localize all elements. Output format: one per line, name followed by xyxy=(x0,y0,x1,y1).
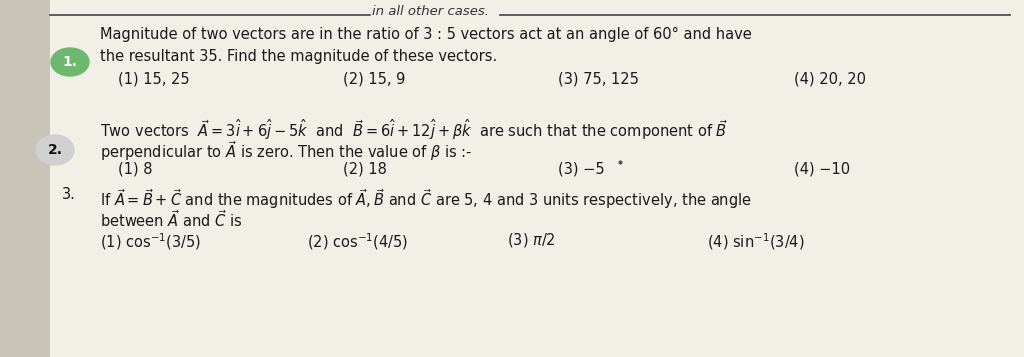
Text: Two vectors  $\vec{A}=3\hat{i}+6\hat{j}-5\hat{k}$  and  $\vec{B}=6\hat{i}+12\hat: Two vectors $\vec{A}=3\hat{i}+6\hat{j}-5… xyxy=(100,117,728,142)
Text: (4) −10: (4) −10 xyxy=(794,161,850,176)
Text: in all other cases.: in all other cases. xyxy=(372,5,488,18)
Text: (1) cos$^{-1}$(3/5): (1) cos$^{-1}$(3/5) xyxy=(100,231,202,252)
Text: (2) cos$^{-1}$(4/5): (2) cos$^{-1}$(4/5) xyxy=(307,231,409,252)
Text: Magnitude of two vectors are in the ratio of 3 : 5 vectors act at an angle of 60: Magnitude of two vectors are in the rati… xyxy=(100,27,752,42)
Text: (3) 75, 125: (3) 75, 125 xyxy=(558,71,639,86)
Ellipse shape xyxy=(36,135,74,165)
Text: perpendicular to $\vec{A}$ is zero. Then the value of $\beta$ is :-: perpendicular to $\vec{A}$ is zero. Then… xyxy=(100,139,472,163)
Text: between $\vec{A}$ and $\vec{C}$ is: between $\vec{A}$ and $\vec{C}$ is xyxy=(100,209,243,230)
Text: (1) 8: (1) 8 xyxy=(118,161,153,176)
Text: (2) 15, 9: (2) 15, 9 xyxy=(343,71,406,86)
Text: 1.: 1. xyxy=(62,55,78,69)
Text: 2.: 2. xyxy=(47,143,62,157)
Text: (3) $\pi$/2: (3) $\pi$/2 xyxy=(507,231,555,249)
Text: (2) 18: (2) 18 xyxy=(343,161,387,176)
Text: (1) 15, 25: (1) 15, 25 xyxy=(118,71,189,86)
Text: If $\vec{A}=\vec{B}+\vec{C}$ and the magnitudes of $\vec{A},\vec{B}$ and $\vec{C: If $\vec{A}=\vec{B}+\vec{C}$ and the mag… xyxy=(100,187,752,211)
Polygon shape xyxy=(0,0,50,357)
Text: (4) 20, 20: (4) 20, 20 xyxy=(794,71,865,86)
Polygon shape xyxy=(30,0,1024,357)
Text: (4) sin$^{-1}$(3/4): (4) sin$^{-1}$(3/4) xyxy=(707,231,804,252)
Ellipse shape xyxy=(51,48,89,76)
Text: the resultant 35. Find the magnitude of these vectors.: the resultant 35. Find the magnitude of … xyxy=(100,49,498,64)
Text: 3.: 3. xyxy=(62,187,76,202)
Text: (3) −5: (3) −5 xyxy=(558,161,605,176)
